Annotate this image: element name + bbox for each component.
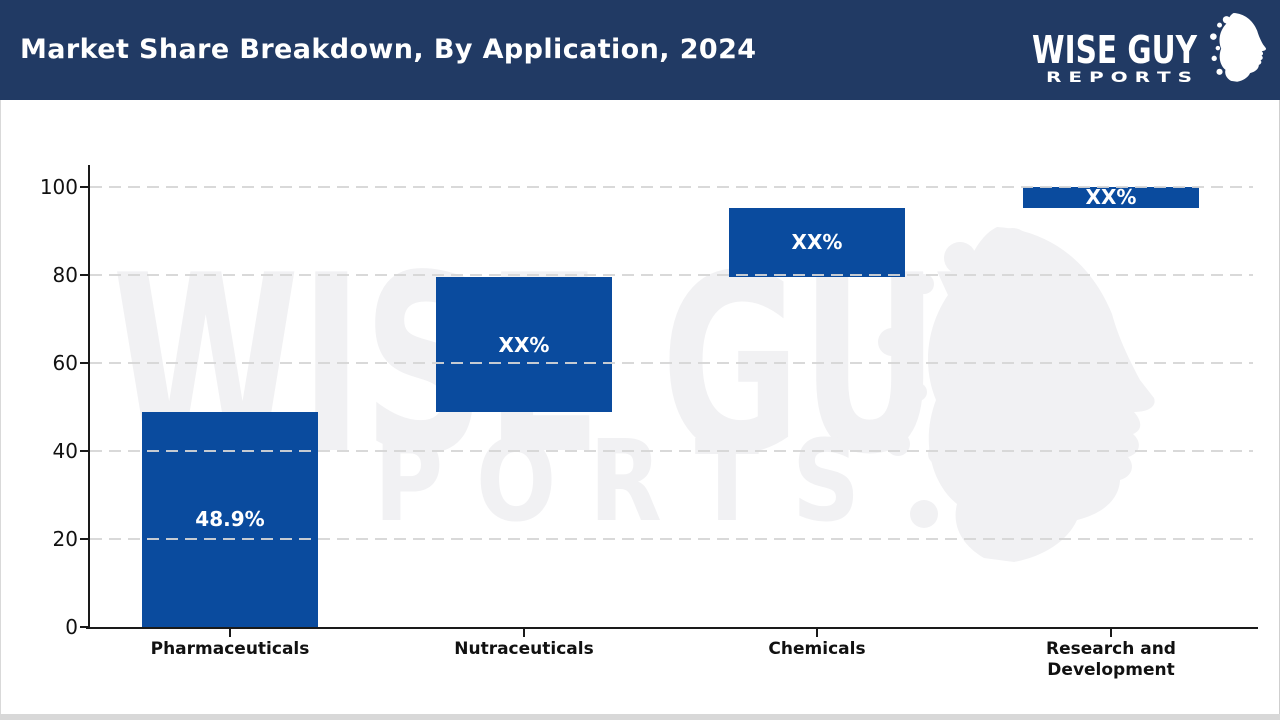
y-axis-spine	[88, 165, 90, 629]
header-bar: Market Share Breakdown, By Application, …	[0, 0, 1280, 100]
x-tick-chemicals	[816, 629, 818, 637]
y-tick-label-80: 80	[52, 263, 78, 287]
gridline-y-60	[90, 362, 1253, 364]
x-tick-nutraceuticals	[523, 629, 525, 637]
gridline-y-100	[90, 186, 1253, 188]
y-tick-label-100: 100	[39, 175, 78, 199]
bar-value-label-pharmaceuticals: 48.9%	[195, 507, 265, 532]
logo-face-icon	[1210, 13, 1266, 82]
y-tick-label-40: 40	[52, 439, 78, 463]
bar-value-label-research-and-development: XX%	[1085, 187, 1137, 208]
category-label-chemicals: Chemicals	[768, 639, 866, 659]
y-tick-label-20: 20	[52, 527, 78, 551]
wiseguy-logo: WISE GUY R E P O R T S	[1032, 13, 1266, 86]
y-tick-label-0: 0	[65, 615, 78, 639]
y-tick-20	[80, 538, 88, 540]
category-label-pharmaceuticals: Pharmaceuticals	[150, 639, 310, 659]
bar-research-and-development: XX%	[1023, 187, 1199, 208]
bottom-edge-strip	[0, 714, 1280, 720]
bar-value-label-chemicals: XX%	[791, 230, 843, 255]
bar-pharmaceuticals: 48.9%	[142, 411, 318, 627]
x-tick-research-and-development	[1110, 629, 1112, 637]
bar-nutraceuticals: XX%	[436, 277, 612, 412]
y-tick-60	[80, 362, 88, 364]
y-tick-40	[80, 450, 88, 452]
chart-title: Market Share Breakdown, By Application, …	[20, 34, 757, 65]
logo-subtext: R E P O R T S	[1046, 70, 1192, 86]
y-tick-80	[80, 274, 88, 276]
gridline-y-80	[90, 274, 1253, 276]
category-label-nutraceuticals: Nutraceuticals	[454, 639, 594, 659]
y-tick-0	[80, 626, 88, 628]
bar-value-label-nutraceuticals: XX%	[498, 332, 550, 357]
bar-chemicals: XX%	[729, 207, 905, 278]
logo-wordmark: WISE GUY	[1032, 28, 1197, 72]
y-tick-label-60: 60	[52, 351, 78, 375]
x-axis-spine	[86, 627, 1258, 629]
gridline-y-40	[90, 450, 1253, 452]
category-label-research-and-development: Research and Development	[1046, 639, 1176, 680]
x-tick-pharmaceuticals	[229, 629, 231, 637]
y-tick-100	[80, 186, 88, 188]
gridline-y-20	[90, 538, 1253, 540]
